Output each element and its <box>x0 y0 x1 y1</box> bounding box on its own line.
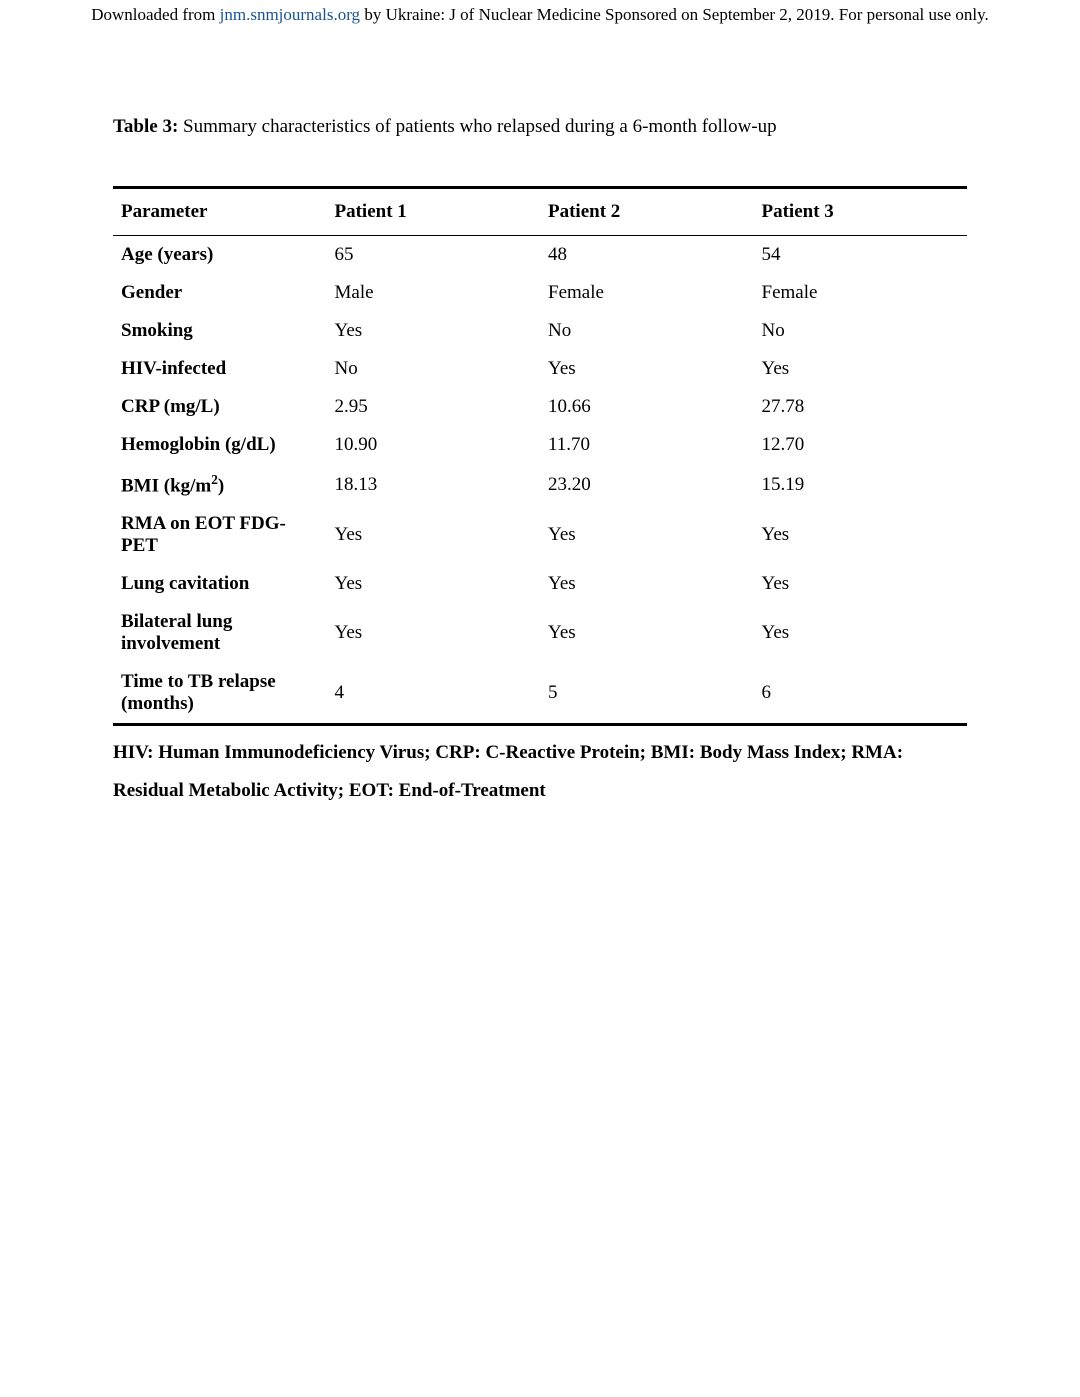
value-cell: 6 <box>754 663 968 725</box>
caption-label: Table 3: <box>113 116 178 137</box>
param-cell: Age (years) <box>113 236 327 275</box>
value-cell: 11.70 <box>540 426 754 464</box>
param-cell: RMA on EOT FDG-PET <box>113 505 327 565</box>
table-row: SmokingYesNoNo <box>113 312 967 350</box>
table-row: BMI (kg/m2)18.1323.2015.19 <box>113 464 967 505</box>
value-cell: Male <box>327 274 541 312</box>
param-cell: HIV-infected <box>113 350 327 388</box>
value-cell: Yes <box>327 603 541 663</box>
value-cell: 5 <box>540 663 754 725</box>
param-cell: Hemoglobin (g/dL) <box>113 426 327 464</box>
param-cell: Lung cavitation <box>113 565 327 603</box>
value-cell: Yes <box>754 505 968 565</box>
table-body: Age (years)654854GenderMaleFemaleFemaleS… <box>113 236 967 725</box>
param-cell: Bilateral lung involvement <box>113 603 327 663</box>
value-cell: 23.20 <box>540 464 754 505</box>
value-cell: Yes <box>754 603 968 663</box>
param-cell: Smoking <box>113 312 327 350</box>
value-cell: Female <box>540 274 754 312</box>
param-cell: Gender <box>113 274 327 312</box>
table-row: CRP (mg/L)2.9510.6627.78 <box>113 388 967 426</box>
value-cell: No <box>540 312 754 350</box>
col-header-parameter: Parameter <box>113 188 327 236</box>
table-row: Lung cavitationYesYesYes <box>113 565 967 603</box>
value-cell: 48 <box>540 236 754 275</box>
value-cell: Yes <box>327 565 541 603</box>
table-row: HIV-infectedNoYesYes <box>113 350 967 388</box>
value-cell: 15.19 <box>754 464 968 505</box>
notice-prefix: Downloaded from <box>91 5 219 24</box>
value-cell: Yes <box>327 312 541 350</box>
value-cell: Yes <box>754 350 968 388</box>
table-row: Hemoglobin (g/dL)10.9011.7012.70 <box>113 426 967 464</box>
value-cell: Yes <box>327 505 541 565</box>
table-row: GenderMaleFemaleFemale <box>113 274 967 312</box>
value-cell: 12.70 <box>754 426 968 464</box>
value-cell: Yes <box>540 603 754 663</box>
value-cell: 10.90 <box>327 426 541 464</box>
value-cell: 10.66 <box>540 388 754 426</box>
value-cell: 27.78 <box>754 388 968 426</box>
param-cell: BMI (kg/m2) <box>113 464 327 505</box>
patient-data-table: Parameter Patient 1 Patient 2 Patient 3 … <box>113 186 967 726</box>
table-header-row: Parameter Patient 1 Patient 2 Patient 3 <box>113 188 967 236</box>
table-row: Age (years)654854 <box>113 236 967 275</box>
table-row: Time to TB relapse (months)456 <box>113 663 967 725</box>
value-cell: 2.95 <box>327 388 541 426</box>
value-cell: Yes <box>540 505 754 565</box>
col-header-patient2: Patient 2 <box>540 188 754 236</box>
table-footnote: HIV: Human Immunodeficiency Virus; CRP: … <box>113 734 967 810</box>
param-cell: Time to TB relapse (months) <box>113 663 327 725</box>
page-content: Table 3: Summary characteristics of pati… <box>0 26 1080 810</box>
value-cell: 18.13 <box>327 464 541 505</box>
value-cell: No <box>754 312 968 350</box>
download-notice: Downloaded from jnm.snmjournals.org by U… <box>0 0 1080 26</box>
value-cell: Yes <box>540 565 754 603</box>
notice-suffix: by Ukraine: J of Nuclear Medicine Sponso… <box>360 5 989 24</box>
col-header-patient3: Patient 3 <box>754 188 968 236</box>
notice-link[interactable]: jnm.snmjournals.org <box>220 5 360 24</box>
col-header-patient1: Patient 1 <box>327 188 541 236</box>
table-row: Bilateral lung involvementYesYesYes <box>113 603 967 663</box>
param-cell: CRP (mg/L) <box>113 388 327 426</box>
value-cell: 4 <box>327 663 541 725</box>
value-cell: 54 <box>754 236 968 275</box>
value-cell: Yes <box>754 565 968 603</box>
value-cell: No <box>327 350 541 388</box>
value-cell: Yes <box>540 350 754 388</box>
caption-text: Summary characteristics of patients who … <box>178 116 776 137</box>
table-row: RMA on EOT FDG-PETYesYesYes <box>113 505 967 565</box>
table-caption: Table 3: Summary characteristics of pati… <box>113 116 967 138</box>
value-cell: Female <box>754 274 968 312</box>
value-cell: 65 <box>327 236 541 275</box>
